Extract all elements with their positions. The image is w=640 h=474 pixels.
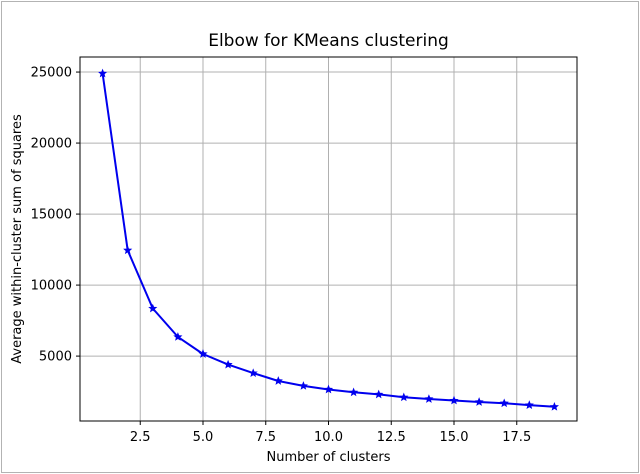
data-point-marker	[524, 400, 534, 409]
data-point-marker	[549, 402, 559, 411]
axes-frame	[79, 56, 578, 422]
data-point-marker	[173, 332, 183, 341]
data-point-marker	[449, 395, 459, 405]
data-point-marker	[399, 392, 409, 402]
x-tick-label: 15.0	[440, 430, 469, 445]
x-tick-label: 7.5	[255, 430, 276, 445]
x-tick-label: 10.0	[314, 430, 343, 445]
x-tick-label: 12.5	[377, 430, 406, 445]
y-tick-label: 5000	[39, 350, 72, 365]
data-point-marker	[248, 368, 258, 378]
y-tick-label: 20000	[31, 137, 72, 152]
data-point-marker	[98, 68, 108, 78]
data-point-marker	[198, 349, 208, 358]
data-point-marker	[323, 384, 334, 394]
data-point-marker	[474, 397, 484, 406]
x-tick-label: 2.5	[130, 430, 151, 445]
data-point-marker	[123, 245, 133, 255]
data-point-marker	[499, 398, 509, 408]
ticklabel-layer: 2.5 5.0 7.5 10.0 12.5 15.0 17.5 5000 10000 15000 2…	[31, 66, 532, 445]
chart-title: Elbow for KMeans clustering	[208, 31, 449, 51]
y-tick-label: 15000	[31, 208, 72, 223]
y-tick-label: 25000	[31, 66, 72, 81]
y-axis-label: Average within-cluster sum of squares	[10, 114, 25, 364]
tick-layer	[76, 71, 518, 425]
data-point-marker	[424, 394, 434, 403]
data-point-marker	[148, 303, 158, 313]
series-layer	[98, 68, 559, 411]
x-tick-label: 5.0	[193, 430, 214, 445]
y-tick-label: 10000	[31, 279, 72, 294]
data-point-marker	[298, 381, 308, 390]
grid-layer	[80, 57, 577, 421]
x-tick-label: 17.5	[502, 430, 531, 445]
data-point-marker	[349, 387, 359, 397]
x-axis-label: Number of clusters	[266, 450, 390, 465]
data-point-marker	[273, 376, 283, 385]
data-point-marker	[374, 389, 384, 399]
data-point-marker	[223, 359, 233, 369]
